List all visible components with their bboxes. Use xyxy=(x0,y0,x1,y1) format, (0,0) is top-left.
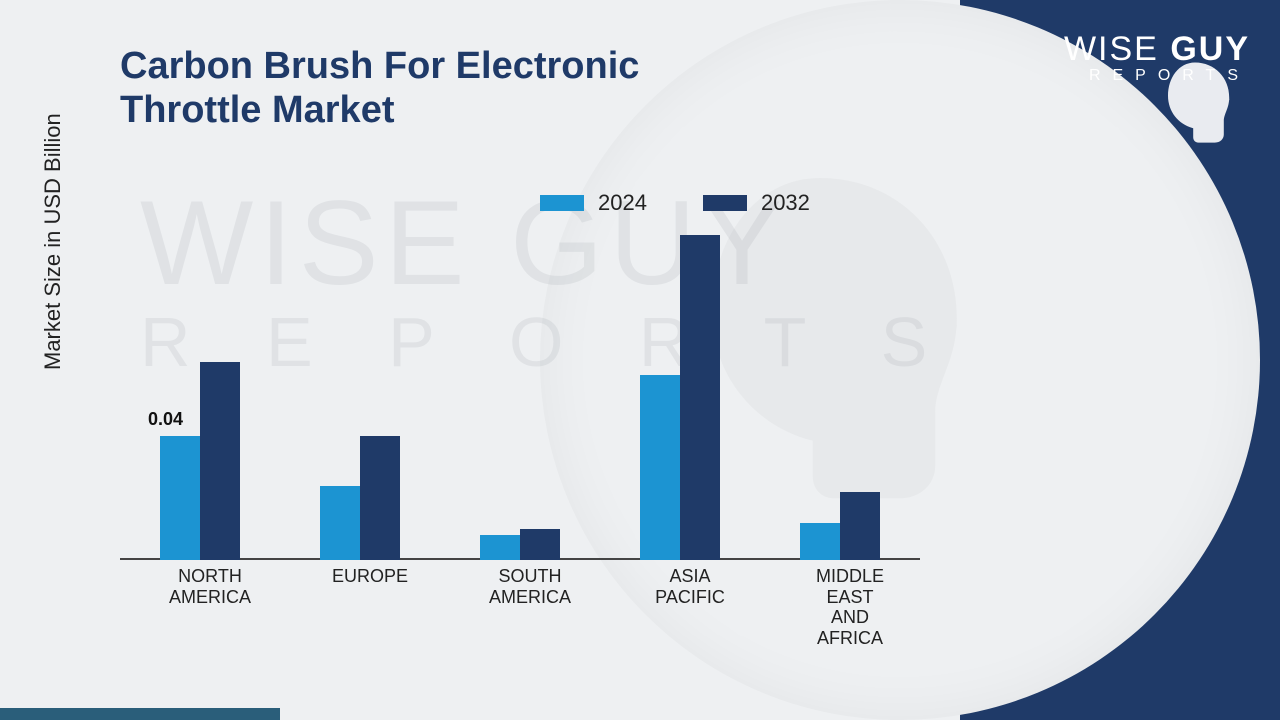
legend: 2024 2032 xyxy=(540,190,810,216)
bar-2024 xyxy=(800,523,840,560)
x-tick-label: NORTHAMERICA xyxy=(140,566,280,607)
bar-2024 xyxy=(480,535,520,560)
brand-head-icon xyxy=(1150,58,1240,148)
plot-area: 0.04 xyxy=(120,220,920,560)
legend-swatch-2024 xyxy=(540,195,584,211)
bar-2032 xyxy=(200,362,240,560)
bar-2024 xyxy=(640,375,680,560)
x-tick-label: EUROPE xyxy=(300,566,440,587)
bar-2032 xyxy=(680,235,720,560)
bar-2032 xyxy=(520,529,560,560)
legend-label-2024: 2024 xyxy=(598,190,647,216)
legend-swatch-2032 xyxy=(703,195,747,211)
chart-canvas: WISE GUY R E P O R T S Carbon Brush For … xyxy=(0,0,1280,720)
bar-2032 xyxy=(840,492,880,560)
legend-item-2032: 2032 xyxy=(703,190,810,216)
brand-word-wise: WISE xyxy=(1064,30,1159,68)
y-axis-label: Market Size in USD Billion xyxy=(40,113,66,370)
bar-2024 xyxy=(320,486,360,560)
bar-2032 xyxy=(360,436,400,560)
x-tick-label: SOUTHAMERICA xyxy=(460,566,600,607)
x-axis-labels: NORTHAMERICA EUROPE SOUTHAMERICA ASIAPACIFI… xyxy=(120,560,920,680)
bar-value-label: 0.04 xyxy=(148,409,183,430)
bar-2024 xyxy=(160,436,200,560)
brand-logo: WISE GUY REPORTS xyxy=(990,30,1250,85)
legend-item-2024: 2024 xyxy=(540,190,647,216)
legend-label-2032: 2032 xyxy=(761,190,810,216)
chart-title: Carbon Brush For Electronic Throttle Mar… xyxy=(120,45,760,132)
x-tick-label: ASIAPACIFIC xyxy=(620,566,760,607)
accent-bar xyxy=(0,708,280,720)
x-tick-label: MIDDLEEASTANDAFRICA xyxy=(780,566,920,649)
